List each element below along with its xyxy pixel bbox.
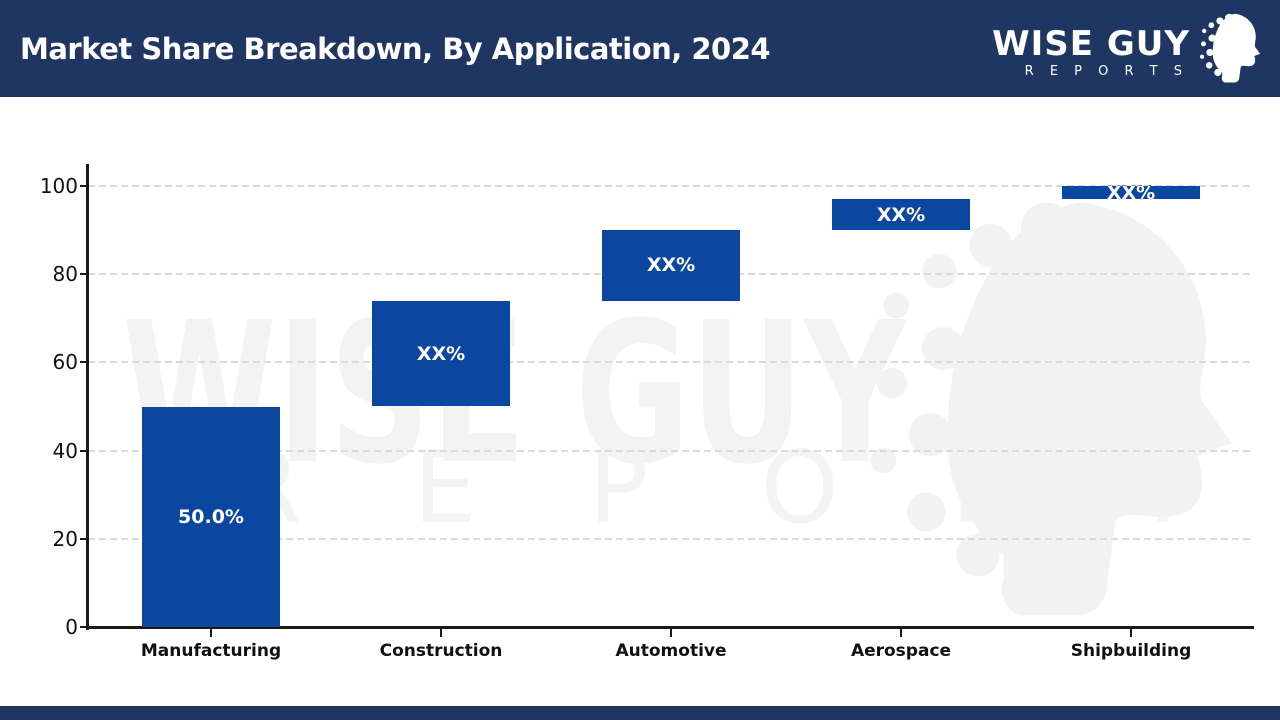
x-axis-label: Automotive [615, 641, 727, 661]
chart-title: Market Share Breakdown, By Application, … [20, 31, 771, 66]
y-tick-label: 0 [65, 615, 78, 639]
bar-value-label: XX% [416, 342, 466, 365]
x-axis-line [88, 626, 1254, 629]
y-tick-mark [80, 273, 88, 276]
y-tick-label: 40 [52, 438, 78, 463]
brand-subtitle: R E P O R T S [1024, 64, 1188, 79]
bar-manufacturing: 50.0% [142, 406, 280, 627]
x-tick-mark [1130, 629, 1132, 637]
y-tick-mark [80, 361, 88, 364]
bar-value-label: XX% [1106, 186, 1156, 200]
brand-name: WISE GUY [992, 24, 1190, 64]
bar-aerospace: XX% [832, 199, 970, 231]
x-tick-mark [900, 629, 902, 637]
bar-construction: XX% [372, 300, 510, 407]
y-tick-mark [80, 449, 88, 452]
bar-value-label: 50.0% [178, 505, 244, 528]
bar-shipbuilding: XX% [1062, 186, 1200, 200]
y-tick-label: 100 [39, 174, 78, 198]
brand-logo: WISE GUY R E P O R T S [992, 6, 1268, 94]
gridline-y40 [88, 449, 1254, 452]
bar-value-label: XX% [646, 254, 696, 277]
header-bar: Market Share Breakdown, By Application, … [0, 0, 1280, 97]
bar-automotive: XX% [602, 230, 740, 301]
y-axis-line [86, 164, 89, 630]
y-tick-mark [80, 185, 88, 187]
x-tick-mark [670, 629, 672, 637]
brand-head-icon [1194, 8, 1266, 94]
y-tick-label: 80 [52, 262, 78, 287]
bar-value-label: XX% [876, 203, 926, 226]
y-tick-label: 20 [52, 526, 78, 551]
x-tick-mark [210, 629, 212, 637]
watermark-head-logo-icon [836, 168, 1266, 684]
y-tick-mark [80, 537, 88, 540]
y-tick-label: 60 [52, 350, 78, 375]
watermark-reports-text: R E P O R T S [232, 429, 1280, 546]
x-axis-label: Manufacturing [140, 641, 282, 661]
x-axis-label: Construction [379, 641, 503, 661]
gridline-y60 [88, 361, 1254, 364]
footer-bar [0, 706, 1280, 720]
gridline-y20 [88, 537, 1254, 540]
x-axis-label: Aerospace [850, 641, 952, 661]
y-tick-mark [80, 626, 88, 628]
gridline-y100 [88, 185, 1254, 187]
x-tick-mark [440, 629, 442, 637]
x-axis-label: Shipbuilding [1070, 641, 1192, 661]
